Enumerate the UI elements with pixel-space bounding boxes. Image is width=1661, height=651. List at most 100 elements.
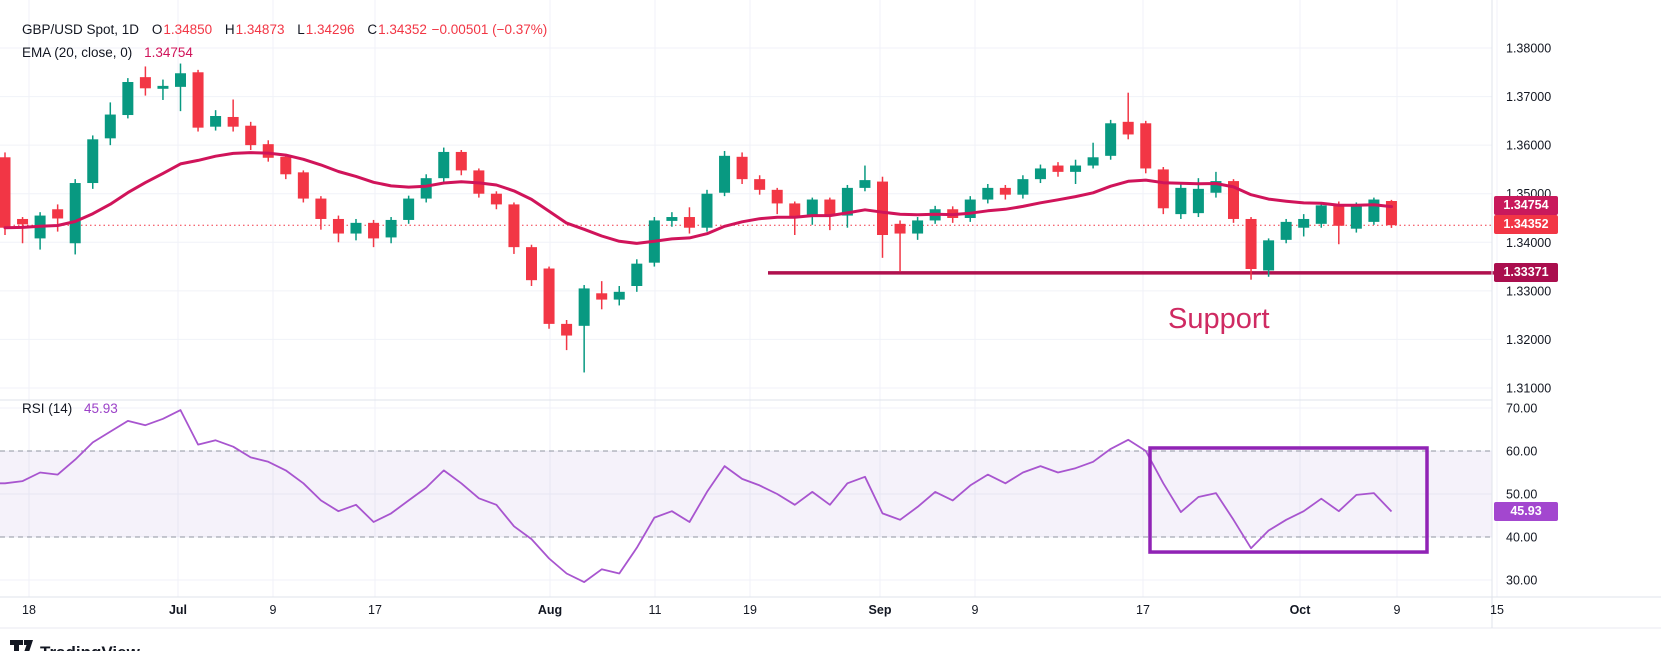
- candle-body[interactable]: [1298, 218, 1310, 228]
- candle-body[interactable]: [613, 291, 625, 300]
- candle-body[interactable]: [175, 73, 186, 87]
- candle-body[interactable]: [877, 181, 888, 235]
- candle-body[interactable]: [104, 114, 116, 139]
- candle-body[interactable]: [332, 218, 344, 234]
- candle-body[interactable]: [297, 172, 309, 199]
- candle-body[interactable]: [701, 193, 713, 228]
- candle-body[interactable]: [543, 268, 555, 324]
- candle-body[interactable]: [315, 198, 327, 219]
- candle-body[interactable]: [754, 179, 766, 190]
- candle-body[interactable]: [631, 263, 643, 286]
- candle-body[interactable]: [1263, 240, 1275, 271]
- candle-body[interactable]: [69, 183, 81, 244]
- candle-body[interactable]: [1175, 187, 1187, 215]
- candle-body[interactable]: [1105, 123, 1117, 156]
- candle-body[interactable]: [1368, 199, 1380, 222]
- candle-body[interactable]: [87, 139, 99, 184]
- candle-body[interactable]: [17, 218, 29, 225]
- symbol-title[interactable]: GBP/USD Spot, 1D: [22, 22, 140, 37]
- candle-body[interactable]: [438, 151, 450, 179]
- candle-body[interactable]: [596, 293, 608, 300]
- candle-body[interactable]: [1017, 179, 1029, 195]
- candle-body[interactable]: [982, 187, 994, 200]
- ema-label[interactable]: EMA (20, close, 0): [22, 45, 133, 60]
- candle-body[interactable]: [508, 204, 520, 248]
- candle-body[interactable]: [578, 288, 590, 326]
- candle-body[interactable]: [1280, 221, 1292, 240]
- candle-body[interactable]: [964, 199, 976, 218]
- rsi-label[interactable]: RSI (14): [22, 401, 73, 416]
- candle-body[interactable]: [771, 189, 783, 204]
- candle-body[interactable]: [227, 116, 239, 127]
- candle-body[interactable]: [1192, 188, 1204, 214]
- time-axis-label: 18: [22, 603, 36, 617]
- candle-body[interactable]: [789, 203, 801, 218]
- time-axis-label: 9: [1394, 603, 1401, 617]
- support-annotation[interactable]: Support: [1168, 303, 1270, 335]
- open-label: O: [151, 22, 163, 37]
- candle-body[interactable]: [1157, 169, 1169, 209]
- candle-body[interactable]: [139, 77, 151, 89]
- open-value: 1.34850: [163, 22, 213, 37]
- candle-body[interactable]: [0, 157, 11, 228]
- candle-body[interactable]: [262, 144, 274, 158]
- rsi-axis-label: 40.00: [1506, 531, 1537, 545]
- candle-body[interactable]: [894, 223, 906, 234]
- candle-body[interactable]: [122, 81, 134, 116]
- ema-line[interactable]: [3, 151, 1393, 245]
- candle-body[interactable]: [280, 156, 292, 175]
- candle-body[interactable]: [666, 217, 678, 221]
- candle-body[interactable]: [1315, 205, 1327, 224]
- candle-body[interactable]: [841, 187, 853, 216]
- candle-body[interactable]: [806, 199, 818, 218]
- candle-body[interactable]: [1333, 204, 1345, 226]
- candle-body[interactable]: [561, 323, 573, 336]
- tradingview-logo[interactable]: TradingView: [10, 640, 140, 651]
- candle-body[interactable]: [1228, 181, 1239, 219]
- ema-legend: EMA (20, close, 0) 1.34754: [22, 45, 193, 60]
- candle-body[interactable]: [52, 209, 64, 219]
- candle-body[interactable]: [683, 217, 695, 228]
- candle-body[interactable]: [368, 222, 380, 239]
- candle-body[interactable]: [1385, 200, 1397, 226]
- candle-body[interactable]: [1070, 165, 1082, 172]
- candle-body[interactable]: [1052, 165, 1064, 172]
- price-axis-label: 1.34000: [1506, 236, 1551, 250]
- candle-body[interactable]: [490, 193, 502, 205]
- candle-body[interactable]: [192, 72, 204, 128]
- candle-body[interactable]: [1245, 218, 1257, 269]
- candle-body[interactable]: [403, 198, 415, 220]
- candle-body[interactable]: [1034, 168, 1046, 180]
- candle-body[interactable]: [859, 180, 871, 188]
- rsi-axis-label: 60.00: [1506, 445, 1537, 459]
- time-axis-label: Sep: [869, 603, 892, 617]
- candle-body[interactable]: [1350, 204, 1362, 229]
- rsi-highlight-rect[interactable]: [1148, 446, 1429, 554]
- candle-body[interactable]: [1140, 123, 1152, 169]
- candle-body[interactable]: [912, 220, 924, 234]
- candle-body[interactable]: [245, 125, 257, 146]
- time-axis-label: Jul: [169, 603, 187, 617]
- rsi-value: 45.93: [84, 401, 118, 416]
- ema-price-badge: 1.34754: [1494, 196, 1558, 215]
- candle-body[interactable]: [1087, 157, 1099, 166]
- candle-body[interactable]: [824, 199, 836, 216]
- time-axis-label: Aug: [538, 603, 562, 617]
- candle-body[interactable]: [385, 219, 397, 238]
- tradingview-logo-text: TradingView: [40, 643, 140, 651]
- candle-body[interactable]: [526, 247, 537, 281]
- candle-body[interactable]: [420, 178, 432, 199]
- candle-body[interactable]: [719, 155, 731, 193]
- last-price-badge: 1.34352: [1494, 215, 1558, 234]
- candle-body[interactable]: [157, 85, 169, 89]
- candle-body[interactable]: [455, 151, 467, 171]
- candle-body[interactable]: [999, 187, 1011, 195]
- rsi-value-badge: 45.93: [1494, 502, 1558, 521]
- candle-body[interactable]: [350, 222, 362, 234]
- candle-body[interactable]: [1210, 181, 1222, 193]
- candle-body[interactable]: [210, 115, 222, 127]
- candle-body[interactable]: [736, 156, 748, 180]
- candle-body[interactable]: [1122, 121, 1134, 135]
